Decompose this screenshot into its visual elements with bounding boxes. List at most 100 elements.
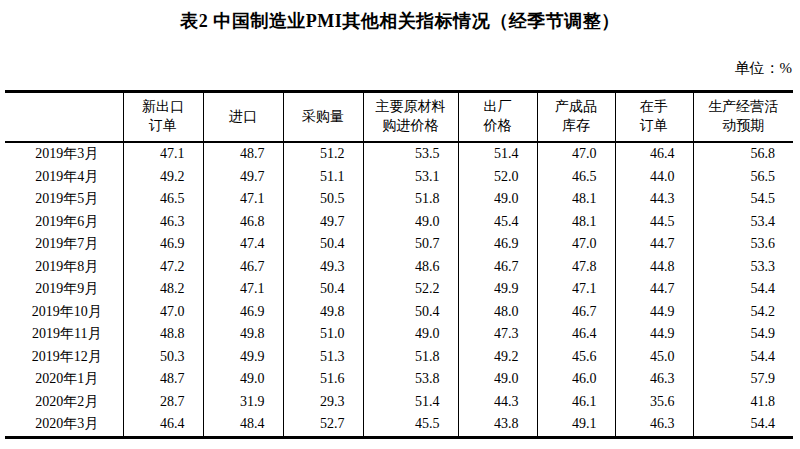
cell-value: 51.6 bbox=[283, 368, 363, 391]
cell-value: 47.0 bbox=[537, 142, 615, 166]
cell-value: 48.2 bbox=[123, 278, 203, 301]
cell-value: 53.3 bbox=[693, 256, 793, 279]
cell-value: 28.7 bbox=[123, 391, 203, 414]
table-row: 2019年9月48.247.150.452.249.947.144.754.4 bbox=[5, 278, 793, 301]
table-row: 2020年1月48.749.051.653.849.046.046.357.9 bbox=[5, 368, 793, 391]
cell-value: 49.3 bbox=[283, 256, 363, 279]
document-page: 表2 中国制造业PMI其他相关指标情况（经季节调整） 单位：% 新出口 订单进口… bbox=[0, 0, 800, 449]
cell-value: 46.7 bbox=[203, 256, 283, 279]
row-label: 2020年2月 bbox=[5, 391, 123, 414]
cell-value: 46.3 bbox=[615, 413, 693, 437]
cell-value: 51.8 bbox=[363, 346, 458, 369]
cell-value: 45.6 bbox=[537, 346, 615, 369]
row-label: 2019年8月 bbox=[5, 256, 123, 279]
table-row: 2019年12月50.349.951.351.849.245.645.054.4 bbox=[5, 346, 793, 369]
cell-value: 35.6 bbox=[615, 391, 693, 414]
pmi-table-container: 新出口 订单进口采购量主要原材料 购进价格出厂 价格产成品 库存在手 订单生产经… bbox=[5, 90, 793, 439]
cell-value: 49.7 bbox=[203, 166, 283, 189]
cell-value: 44.7 bbox=[615, 233, 693, 256]
cell-value: 41.8 bbox=[693, 391, 793, 414]
cell-value: 49.0 bbox=[203, 368, 283, 391]
table-row: 2019年10月47.046.949.850.448.046.744.954.2 bbox=[5, 301, 793, 324]
table-header-row: 新出口 订单进口采购量主要原材料 购进价格出厂 价格产成品 库存在手 订单生产经… bbox=[5, 92, 793, 143]
cell-value: 44.3 bbox=[458, 391, 537, 414]
cell-value: 53.4 bbox=[693, 211, 793, 234]
cell-value: 50.3 bbox=[123, 346, 203, 369]
table-row: 2019年5月46.547.150.551.849.048.144.354.5 bbox=[5, 188, 793, 211]
cell-value: 50.4 bbox=[363, 301, 458, 324]
cell-value: 51.8 bbox=[363, 188, 458, 211]
cell-value: 46.5 bbox=[123, 188, 203, 211]
cell-value: 48.0 bbox=[458, 301, 537, 324]
cell-value: 54.9 bbox=[693, 323, 793, 346]
cell-value: 53.8 bbox=[363, 368, 458, 391]
cell-value: 48.7 bbox=[203, 142, 283, 166]
table-header: 新出口 订单进口采购量主要原材料 购进价格出厂 价格产成品 库存在手 订单生产经… bbox=[5, 92, 793, 143]
cell-value: 52.7 bbox=[283, 413, 363, 437]
cell-value: 53.5 bbox=[363, 142, 458, 166]
row-label: 2019年10月 bbox=[5, 301, 123, 324]
row-label: 2019年5月 bbox=[5, 188, 123, 211]
row-label-column-header bbox=[5, 92, 123, 143]
row-label: 2019年6月 bbox=[5, 211, 123, 234]
cell-value: 50.5 bbox=[283, 188, 363, 211]
cell-value: 54.5 bbox=[693, 188, 793, 211]
cell-value: 47.1 bbox=[203, 188, 283, 211]
table-body: 2019年3月47.148.751.253.551.447.046.456.82… bbox=[5, 142, 793, 437]
cell-value: 46.8 bbox=[203, 211, 283, 234]
cell-value: 48.8 bbox=[123, 323, 203, 346]
table-row: 2019年3月47.148.751.253.551.447.046.456.8 bbox=[5, 142, 793, 166]
cell-value: 46.4 bbox=[537, 323, 615, 346]
cell-value: 46.7 bbox=[458, 256, 537, 279]
cell-value: 46.1 bbox=[537, 391, 615, 414]
cell-value: 44.9 bbox=[615, 323, 693, 346]
cell-value: 49.9 bbox=[203, 346, 283, 369]
cell-value: 50.7 bbox=[363, 233, 458, 256]
cell-value: 46.4 bbox=[615, 142, 693, 166]
table-row: 2020年2月28.731.929.351.444.346.135.641.8 bbox=[5, 391, 793, 414]
cell-value: 44.8 bbox=[615, 256, 693, 279]
cell-value: 51.4 bbox=[458, 142, 537, 166]
column-header: 生产经营活 动预期 bbox=[693, 92, 793, 143]
cell-value: 46.3 bbox=[123, 211, 203, 234]
cell-value: 57.9 bbox=[693, 368, 793, 391]
cell-value: 46.4 bbox=[123, 413, 203, 437]
cell-value: 48.4 bbox=[203, 413, 283, 437]
cell-value: 52.2 bbox=[363, 278, 458, 301]
cell-value: 54.2 bbox=[693, 301, 793, 324]
table-row: 2019年8月47.246.749.348.646.747.844.853.3 bbox=[5, 256, 793, 279]
cell-value: 47.1 bbox=[123, 142, 203, 166]
cell-value: 47.1 bbox=[537, 278, 615, 301]
row-label: 2019年11月 bbox=[5, 323, 123, 346]
cell-value: 45.4 bbox=[458, 211, 537, 234]
row-label: 2019年3月 bbox=[5, 142, 123, 166]
cell-value: 44.5 bbox=[615, 211, 693, 234]
cell-value: 47.4 bbox=[203, 233, 283, 256]
cell-value: 49.1 bbox=[537, 413, 615, 437]
cell-value: 54.4 bbox=[693, 413, 793, 437]
cell-value: 46.9 bbox=[458, 233, 537, 256]
cell-value: 46.9 bbox=[203, 301, 283, 324]
cell-value: 44.3 bbox=[615, 188, 693, 211]
unit-label: 单位：% bbox=[735, 59, 793, 78]
table-row: 2019年6月46.346.849.749.045.448.144.553.4 bbox=[5, 211, 793, 234]
cell-value: 51.4 bbox=[363, 391, 458, 414]
cell-value: 48.1 bbox=[537, 211, 615, 234]
column-header: 主要原材料 购进价格 bbox=[363, 92, 458, 143]
column-header: 产成品 库存 bbox=[537, 92, 615, 143]
cell-value: 47.1 bbox=[203, 278, 283, 301]
cell-value: 53.1 bbox=[363, 166, 458, 189]
cell-value: 47.3 bbox=[458, 323, 537, 346]
cell-value: 43.8 bbox=[458, 413, 537, 437]
page-title: 表2 中国制造业PMI其他相关指标情况（经季节调整） bbox=[0, 0, 800, 33]
row-label: 2019年7月 bbox=[5, 233, 123, 256]
cell-value: 49.0 bbox=[458, 368, 537, 391]
column-header: 在手 订单 bbox=[615, 92, 693, 143]
cell-value: 50.4 bbox=[283, 278, 363, 301]
cell-value: 49.0 bbox=[363, 211, 458, 234]
cell-value: 51.1 bbox=[283, 166, 363, 189]
cell-value: 53.6 bbox=[693, 233, 793, 256]
row-label: 2020年1月 bbox=[5, 368, 123, 391]
cell-value: 50.4 bbox=[283, 233, 363, 256]
column-header: 新出口 订单 bbox=[123, 92, 203, 143]
